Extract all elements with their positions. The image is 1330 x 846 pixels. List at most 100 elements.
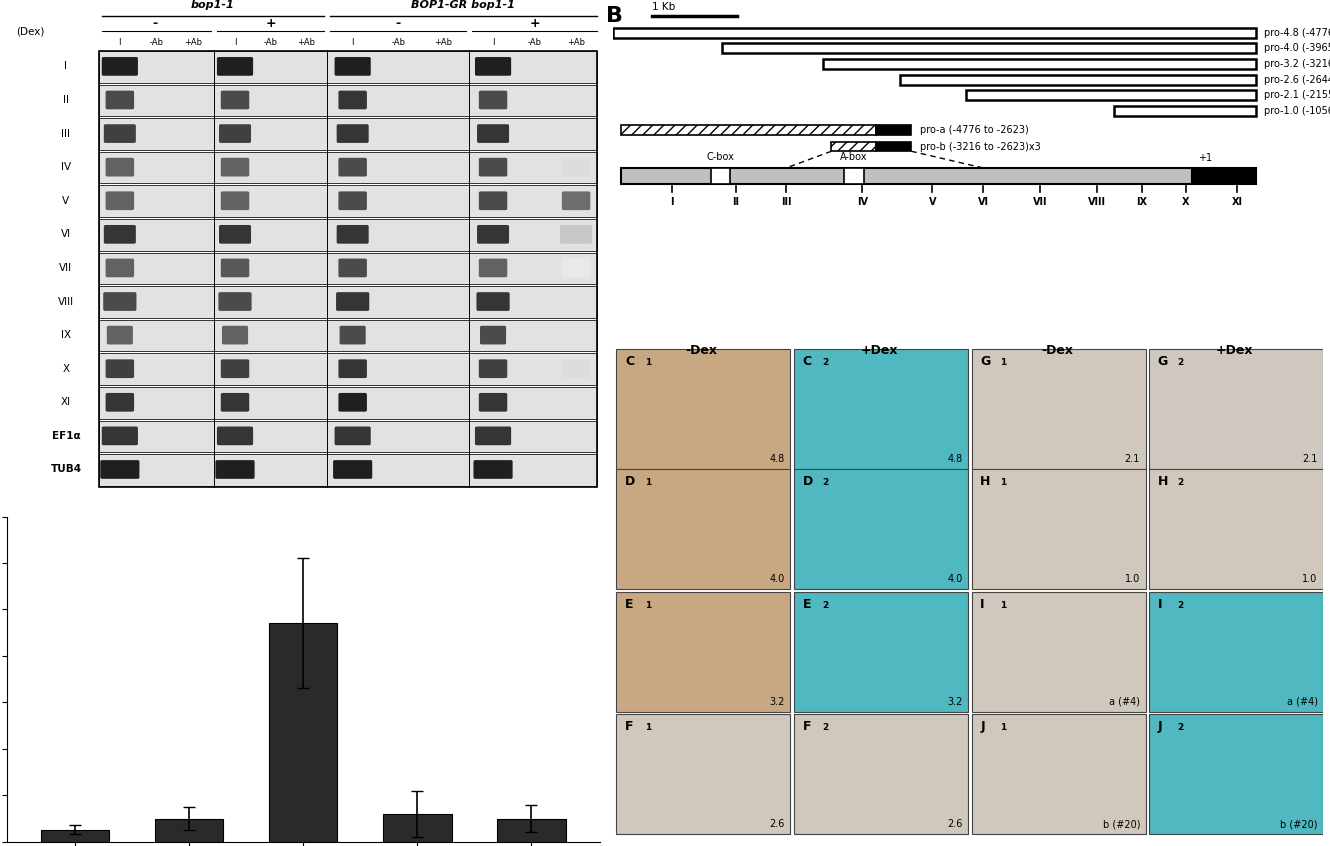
Text: J: J <box>1158 720 1162 733</box>
Text: J: J <box>980 720 984 733</box>
Text: E: E <box>802 598 811 611</box>
Text: I: I <box>492 38 495 47</box>
Bar <box>1149 714 1323 834</box>
Bar <box>98 354 597 385</box>
Text: III: III <box>61 129 70 139</box>
Bar <box>98 51 597 487</box>
Text: I: I <box>64 62 68 71</box>
Text: I: I <box>1158 598 1162 611</box>
FancyBboxPatch shape <box>100 460 140 479</box>
Bar <box>616 591 790 711</box>
FancyBboxPatch shape <box>477 225 509 244</box>
Bar <box>41 830 109 842</box>
Text: D: D <box>802 475 813 488</box>
Text: C-box: C-box <box>706 152 734 162</box>
Text: +: + <box>265 17 275 30</box>
FancyBboxPatch shape <box>104 124 136 143</box>
FancyBboxPatch shape <box>338 91 367 109</box>
Text: VII: VII <box>60 263 73 273</box>
FancyBboxPatch shape <box>338 259 367 277</box>
Text: b (#20): b (#20) <box>1281 819 1318 829</box>
FancyBboxPatch shape <box>338 393 367 412</box>
Text: V: V <box>63 195 69 206</box>
Text: VI: VI <box>978 196 988 206</box>
Text: +Ab: +Ab <box>567 38 585 47</box>
Text: 1.0: 1.0 <box>1302 574 1318 585</box>
Text: V: V <box>928 196 936 206</box>
Bar <box>794 349 968 470</box>
Text: 2: 2 <box>1177 358 1184 367</box>
Text: X: X <box>63 364 69 374</box>
FancyBboxPatch shape <box>221 191 249 210</box>
Text: pro-2.1 (-2155 to -1): pro-2.1 (-2155 to -1) <box>1265 91 1330 100</box>
Text: C: C <box>625 355 634 368</box>
FancyBboxPatch shape <box>561 191 591 210</box>
Text: VIII: VIII <box>59 296 74 306</box>
FancyBboxPatch shape <box>336 124 368 143</box>
Bar <box>98 286 597 318</box>
Text: 1: 1 <box>1000 601 1007 610</box>
FancyBboxPatch shape <box>105 393 134 412</box>
Text: 2.1: 2.1 <box>1125 454 1140 464</box>
FancyBboxPatch shape <box>479 91 507 109</box>
Text: +Ab: +Ab <box>435 38 452 47</box>
FancyBboxPatch shape <box>338 158 367 177</box>
Bar <box>875 125 911 135</box>
Text: b (#20): b (#20) <box>1103 819 1140 829</box>
Text: I: I <box>118 38 121 47</box>
Bar <box>1149 470 1323 590</box>
Text: EF1α: EF1α <box>52 431 80 441</box>
FancyBboxPatch shape <box>102 57 138 76</box>
FancyBboxPatch shape <box>480 326 507 344</box>
Text: G: G <box>1158 355 1168 368</box>
Text: 3.2: 3.2 <box>947 697 963 706</box>
Bar <box>875 142 911 151</box>
Text: pro-b (-3216 to -2623)x3: pro-b (-3216 to -2623)x3 <box>920 141 1040 151</box>
FancyBboxPatch shape <box>102 426 138 445</box>
Text: H: H <box>1158 475 1168 488</box>
Bar <box>1192 168 1256 184</box>
Text: VII: VII <box>1033 196 1048 206</box>
Bar <box>972 591 1145 711</box>
Text: 4.8: 4.8 <box>770 454 785 464</box>
Text: E: E <box>625 598 633 611</box>
Text: -Ab: -Ab <box>263 38 278 47</box>
Text: III: III <box>781 196 791 206</box>
Text: H: H <box>980 475 991 488</box>
Bar <box>972 349 1145 470</box>
Bar <box>269 624 338 842</box>
Text: -: - <box>395 17 400 30</box>
Text: -: - <box>153 17 157 30</box>
Text: pro-4.0 (-3965 to -1): pro-4.0 (-3965 to -1) <box>1265 43 1330 53</box>
Bar <box>616 714 790 834</box>
Bar <box>98 118 597 150</box>
Text: -Dex: -Dex <box>686 344 718 357</box>
Text: B: B <box>605 6 622 26</box>
Text: a (#4): a (#4) <box>1109 697 1140 706</box>
Bar <box>794 591 968 711</box>
Bar <box>1113 106 1256 116</box>
Text: IV: IV <box>857 196 868 206</box>
Text: pro-a (-4776 to -2623): pro-a (-4776 to -2623) <box>920 125 1028 135</box>
Text: 1 Kb: 1 Kb <box>652 2 676 12</box>
FancyBboxPatch shape <box>338 191 367 210</box>
Bar <box>98 219 597 250</box>
FancyBboxPatch shape <box>217 426 253 445</box>
FancyBboxPatch shape <box>479 158 507 177</box>
FancyBboxPatch shape <box>221 393 249 412</box>
Text: +Dex: +Dex <box>1216 344 1253 357</box>
Text: IX: IX <box>61 330 70 340</box>
Text: 2: 2 <box>822 478 829 487</box>
Text: C: C <box>802 355 811 368</box>
Bar <box>98 454 597 486</box>
Text: bop1-1: bop1-1 <box>192 0 234 10</box>
Bar <box>98 51 597 83</box>
FancyBboxPatch shape <box>561 360 591 378</box>
Text: 4.0: 4.0 <box>947 574 963 585</box>
FancyBboxPatch shape <box>479 360 507 378</box>
Text: 4.8: 4.8 <box>947 454 963 464</box>
Text: -Ab: -Ab <box>149 38 164 47</box>
Text: I: I <box>980 598 984 611</box>
FancyBboxPatch shape <box>221 259 249 277</box>
Bar <box>98 320 597 351</box>
